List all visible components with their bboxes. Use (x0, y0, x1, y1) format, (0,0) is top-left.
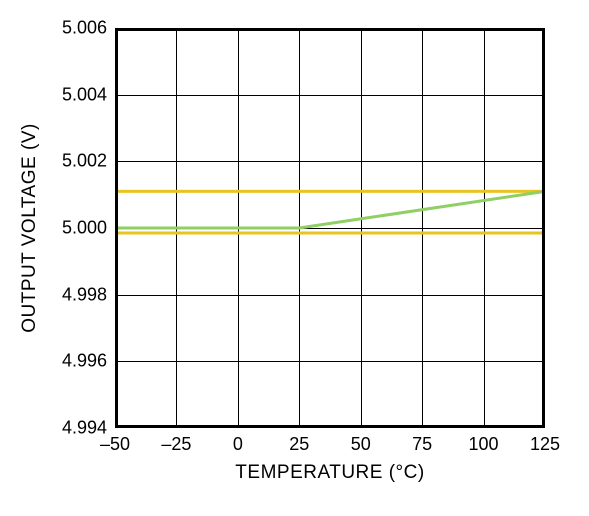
y-tick-label: 4.996 (62, 351, 115, 372)
y-axis-label: OUTPUT VOLTAGE (V) (19, 123, 41, 333)
y-tick-label: 5.006 (62, 18, 115, 39)
x-tick-label: 25 (289, 428, 309, 455)
y-tick-label: 4.998 (62, 284, 115, 305)
y-tick-label: 4.994 (62, 418, 115, 439)
data-series-line (115, 191, 545, 228)
series-layer (115, 28, 545, 428)
y-tick-label: 5.004 (62, 84, 115, 105)
x-tick-label: 50 (351, 428, 371, 455)
x-tick-label: 125 (530, 428, 560, 455)
x-tick-label: 0 (233, 428, 243, 455)
x-tick-label: –25 (161, 428, 191, 455)
x-tick-label: 75 (412, 428, 432, 455)
plot-area: –50–2502550751001254.9944.9964.9985.0005… (115, 28, 545, 428)
y-tick-label: 5.000 (62, 218, 115, 239)
chart-container: –50–2502550751001254.9944.9964.9985.0005… (0, 0, 589, 516)
x-axis-label: TEMPERATURE (°C) (235, 462, 424, 484)
y-tick-label: 5.002 (62, 151, 115, 172)
x-tick-label: 100 (469, 428, 499, 455)
